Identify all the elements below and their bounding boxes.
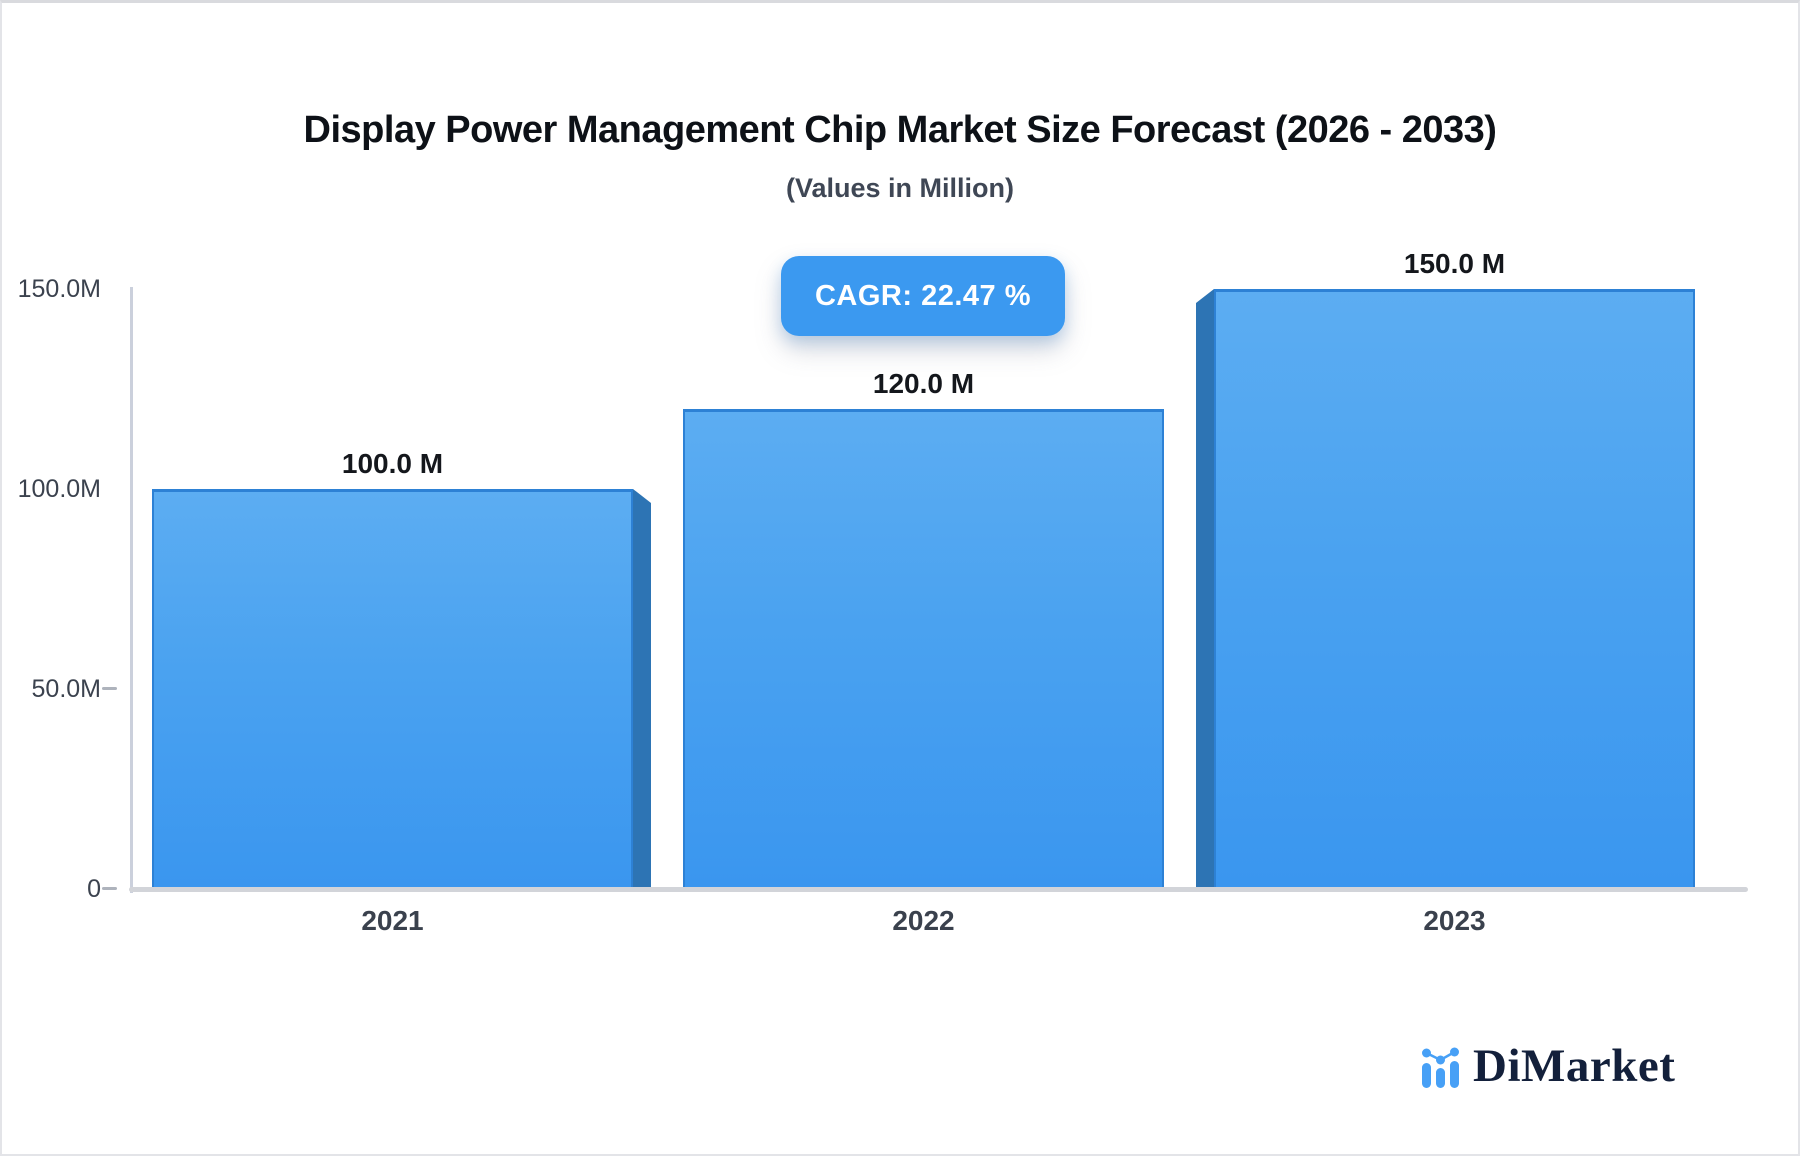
x-axis-line [129,887,1748,892]
cagr-badge: CAGR: 22.47 % [781,256,1065,336]
y-axis-tick [102,687,117,690]
bar-value-label: 100.0 M [341,448,444,479]
bar-2023[interactable] [1214,289,1695,889]
bar-value-label: 150.0 M [1403,248,1506,279]
bar-side-3d [1196,289,1214,889]
y-axis-line [130,287,133,893]
chart-title: Display Power Management Chip Market Siz… [303,109,1497,151]
x-axis-label: 2023 [1423,905,1486,936]
bar-2021[interactable] [152,489,633,889]
y-axis-label: 150.0M [17,275,101,303]
y-axis-label: 100.0M [17,475,101,503]
y-axis-label: 0 [87,875,101,903]
y-axis-label: 50.0M [31,675,101,703]
bar-2022[interactable] [683,409,1164,889]
x-axis-label: 2021 [361,905,424,936]
y-axis-tick [102,887,117,890]
chart-subtitle: (Values in Million) [785,173,1015,203]
brand-logo-icon [1422,1047,1459,1088]
plot-area: 150.0M 100.0M 50.0M 0 100.0 M 2021 120.0 M 2022… [2,3,1798,1154]
bar-side-3d [633,489,651,889]
brand-logo-text: DiMarket [1473,1040,1676,1092]
x-axis-label: 2022 [892,905,955,936]
brand-logo: DiMarket [1422,1041,1675,1091]
bar-value-label: 120.0 M [872,368,975,399]
